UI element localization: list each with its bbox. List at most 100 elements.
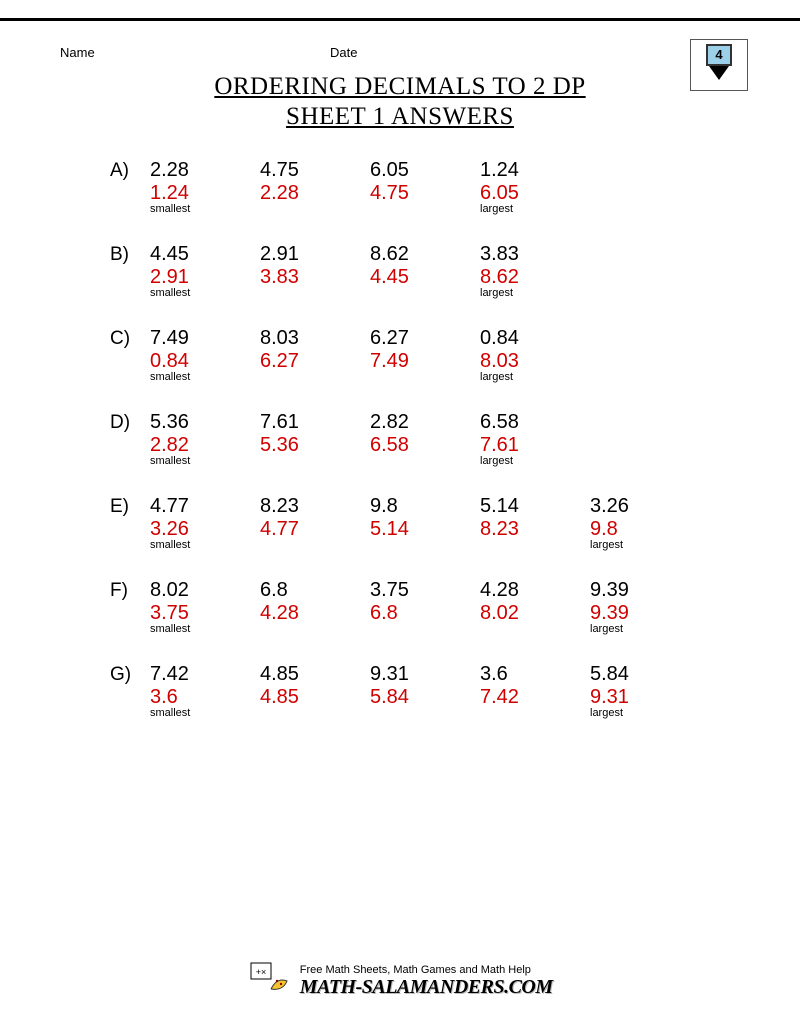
given-value: 3.6 xyxy=(480,663,590,686)
answer-value: 3.83 xyxy=(260,266,370,289)
largest-label: largest xyxy=(480,203,590,215)
given-value: 6.05 xyxy=(370,159,480,182)
given-value: 6.8 xyxy=(260,579,370,602)
largest-label: largest xyxy=(590,707,700,719)
problem: G)7.424.859.313.65.843.64.855.847.429.31… xyxy=(110,663,760,719)
answer-value: 4.77 xyxy=(260,518,370,541)
tag-spacer xyxy=(370,287,480,299)
footer-brand: MATH-SALAMANDERS.COM xyxy=(300,976,553,999)
worksheet-page: Name Date 4 ORDERING DECIMALS TO 2 DP SH… xyxy=(0,18,800,719)
answer-value: 4.75 xyxy=(370,182,480,205)
footer: +× Free Math Sheets, Math Games and Math… xyxy=(0,959,800,1004)
largest-label: largest xyxy=(590,539,700,551)
given-value: 5.36 xyxy=(150,411,260,434)
given-row: G)7.424.859.313.65.84 xyxy=(110,663,760,686)
name-label: Name xyxy=(60,45,95,60)
problem: C)7.498.036.270.840.846.277.498.03smalle… xyxy=(110,327,760,383)
answer-row: 0.846.277.498.03 xyxy=(110,350,760,373)
tag-spacer xyxy=(590,203,700,215)
answer-value: 5.84 xyxy=(370,686,480,709)
worksheet-body: A)2.284.756.051.241.242.284.756.05smalle… xyxy=(40,159,760,719)
answer-row: 3.754.286.88.029.39 xyxy=(110,602,760,625)
problem: A)2.284.756.051.241.242.284.756.05smalle… xyxy=(110,159,760,215)
title-line-2: SHEET 1 ANSWERS xyxy=(40,103,760,131)
tag-spacer xyxy=(480,539,590,551)
grade-badge: 4 xyxy=(690,39,748,91)
given-row: B)4.452.918.623.83 xyxy=(110,243,760,266)
tag-spacer xyxy=(590,371,700,383)
title-block: ORDERING DECIMALS TO 2 DP SHEET 1 ANSWER… xyxy=(40,73,760,131)
given-value: 3.83 xyxy=(480,243,590,266)
given-value: 7.49 xyxy=(150,327,260,350)
answer-value: 7.49 xyxy=(370,350,480,373)
tag-spacer xyxy=(260,539,370,551)
date-label: Date xyxy=(330,45,357,60)
given-value: 5.84 xyxy=(590,663,700,686)
problem-label: C) xyxy=(110,328,150,350)
smallest-label: smallest xyxy=(150,455,260,467)
problem-label: F) xyxy=(110,580,150,602)
smallest-label: smallest xyxy=(150,203,260,215)
given-value: 8.03 xyxy=(260,327,370,350)
largest-label: largest xyxy=(480,455,590,467)
tag-row: smallest largest xyxy=(110,203,760,215)
given-row: E)4.778.239.85.143.26 xyxy=(110,495,760,518)
given-value: 5.14 xyxy=(480,495,590,518)
given-value: 4.77 xyxy=(150,495,260,518)
answer-row: 3.264.775.148.239.8 xyxy=(110,518,760,541)
given-value: 6.58 xyxy=(480,411,590,434)
given-value: 0.84 xyxy=(480,327,590,350)
answer-value: 4.85 xyxy=(260,686,370,709)
given-row: D)5.367.612.826.58 xyxy=(110,411,760,434)
given-row: A)2.284.756.051.24 xyxy=(110,159,760,182)
smallest-label: smallest xyxy=(150,287,260,299)
tag-spacer xyxy=(370,371,480,383)
given-value: 4.45 xyxy=(150,243,260,266)
given-value: 9.31 xyxy=(370,663,480,686)
tag-row: smallestlargest xyxy=(110,707,760,719)
given-value: 2.28 xyxy=(150,159,260,182)
svg-text:+×: +× xyxy=(256,967,267,977)
given-value: 7.42 xyxy=(150,663,260,686)
given-value: 8.23 xyxy=(260,495,370,518)
given-value: 7.61 xyxy=(260,411,370,434)
answer-value: 2.28 xyxy=(260,182,370,205)
answer-value: 3.75 xyxy=(150,602,260,625)
answer-value: 5.36 xyxy=(260,434,370,457)
title-line-1: ORDERING DECIMALS TO 2 DP xyxy=(40,73,760,101)
header-row: Name Date 4 xyxy=(40,41,760,69)
answer-value: 1.24 xyxy=(150,182,260,205)
given-value: 2.82 xyxy=(370,411,480,434)
answer-value: 6.05 xyxy=(480,182,590,205)
tag-row: smallestlargest xyxy=(110,539,760,551)
easel-icon xyxy=(709,66,729,80)
problem: B)4.452.918.623.832.913.834.458.62smalle… xyxy=(110,243,760,299)
problem: E)4.778.239.85.143.263.264.775.148.239.8… xyxy=(110,495,760,551)
given-value: 1.24 xyxy=(480,159,590,182)
largest-label: largest xyxy=(480,371,590,383)
problem-label: D) xyxy=(110,412,150,434)
tag-spacer xyxy=(260,287,370,299)
tag-spacer xyxy=(260,203,370,215)
tag-spacer xyxy=(590,287,700,299)
given-value: 6.27 xyxy=(370,327,480,350)
salamander-icon: +× xyxy=(247,959,291,1004)
answer-value: 9.39 xyxy=(590,602,700,625)
smallest-label: smallest xyxy=(150,371,260,383)
tag-spacer xyxy=(370,539,480,551)
given-value: 8.02 xyxy=(150,579,260,602)
tag-spacer xyxy=(370,455,480,467)
grade-number: 4 xyxy=(706,44,732,66)
given-row: C)7.498.036.270.84 xyxy=(110,327,760,350)
largest-label: largest xyxy=(590,623,700,635)
answer-row: 2.825.366.587.61 xyxy=(110,434,760,457)
tag-spacer xyxy=(370,623,480,635)
tag-spacer xyxy=(590,455,700,467)
answer-row: 1.242.284.756.05 xyxy=(110,182,760,205)
answer-row: 2.913.834.458.62 xyxy=(110,266,760,289)
answer-value: 8.03 xyxy=(480,350,590,373)
largest-label: largest xyxy=(480,287,590,299)
answer-value: 3.26 xyxy=(150,518,260,541)
answer-value: 0.84 xyxy=(150,350,260,373)
tag-spacer xyxy=(370,203,480,215)
